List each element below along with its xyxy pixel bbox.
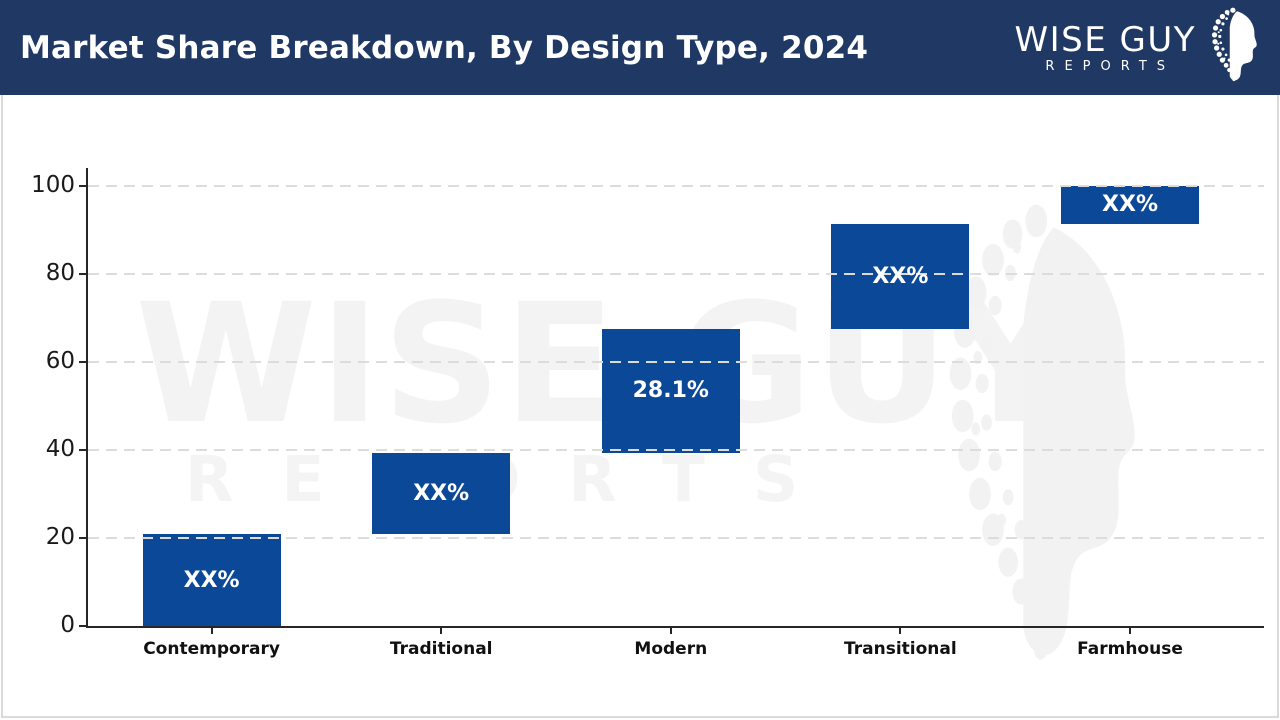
x-tick-label: Contemporary (143, 639, 280, 659)
gridline-y-20 (88, 537, 1264, 539)
brand-logo: WISE GUY REPORTS (1014, 4, 1270, 92)
brand-logo-text: WISE GUY REPORTS (1014, 20, 1196, 74)
x-axis-spine (86, 626, 1264, 628)
bar-contemporary (142, 534, 281, 626)
y-axis-spine (86, 168, 88, 628)
chart-title: Market Share Breakdown, By Design Type, … (20, 29, 869, 66)
bar-modern (601, 329, 740, 453)
brand-tagline: REPORTS (1045, 58, 1176, 74)
bar-traditional (372, 452, 511, 535)
bar-value-label: XX% (413, 480, 470, 506)
y-tick-label: 40 (45, 436, 75, 462)
x-tickmark (440, 626, 443, 634)
y-tick-label: 20 (45, 524, 75, 550)
y-tick-label: 60 (45, 348, 75, 374)
x-tick-label: Modern (634, 639, 708, 659)
y-tick-label: 100 (31, 172, 75, 198)
x-tickmark (899, 626, 902, 634)
brand-name: WISE GUY (1014, 20, 1196, 61)
x-tick-label: Transitional (844, 639, 957, 659)
y-tick-label: 80 (45, 260, 75, 286)
y-tickmark (79, 361, 88, 363)
x-tick-label: Farmhouse (1077, 639, 1183, 659)
bar-transitional (831, 223, 970, 329)
y-tick-label: 0 (60, 612, 75, 638)
bar-value-label: XX% (1102, 192, 1158, 218)
gridline-y-80 (88, 273, 1264, 275)
gridline-y-100 (88, 185, 1264, 187)
x-tickmark (669, 626, 672, 634)
y-tickmark (79, 449, 88, 451)
y-tickmark (79, 625, 88, 627)
y-tickmark (79, 273, 88, 275)
bar-value-label: 28.1% (632, 378, 709, 404)
gridline-y-60 (88, 361, 1264, 363)
y-tickmark (79, 537, 88, 539)
x-tickmark (210, 626, 213, 634)
x-tick-label: Traditional (389, 639, 493, 659)
header-bar: Market Share Breakdown, By Design Type, … (0, 0, 1280, 95)
gridline-y-40 (88, 449, 1264, 451)
brand-head-icon (1200, 6, 1270, 90)
bar-value-label: XX% (872, 263, 929, 289)
y-tickmark (79, 185, 88, 187)
bar-value-label: XX% (183, 567, 240, 593)
